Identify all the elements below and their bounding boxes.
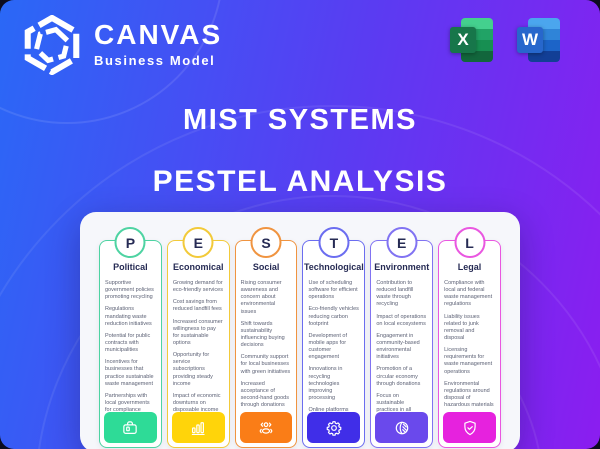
- word-icon-row: [528, 18, 560, 29]
- briefcase-icon: [123, 420, 138, 434]
- column-item: Use of scheduling software for efficient…: [308, 280, 358, 301]
- column-icon-box: [104, 412, 157, 443]
- column-letter: E: [193, 234, 203, 251]
- column-letter: L: [465, 234, 474, 251]
- column-items: Rising consumer awareness and concern ab…: [236, 272, 297, 412]
- excel-icon-row: [461, 18, 493, 29]
- column-letter-badge: L: [454, 227, 486, 258]
- word-icon-row: [528, 51, 560, 62]
- column-item: Impact of economic downturns on disposab…: [172, 392, 221, 412]
- column-item: Online platforms facilitating easy booki…: [308, 407, 349, 412]
- column-item: Increased consumer willingness to pay fo…: [172, 318, 223, 346]
- leaf-icon: [395, 421, 409, 434]
- excel-icon-front: X: [450, 27, 476, 53]
- column-item: Environmental regulations around disposa…: [444, 380, 494, 409]
- pestel-column-technological: T Technological Use of scheduling softwa…: [302, 227, 366, 448]
- word-icon-sheet: [528, 18, 560, 62]
- column-title: Technological: [303, 262, 364, 272]
- word-icon-row: [528, 29, 560, 40]
- column-letter-badge: P: [114, 227, 146, 258]
- excel-icon-sheet: [461, 18, 493, 62]
- column-item: Contribution to reduced landfill waste t…: [376, 280, 414, 308]
- column-icon-box: [443, 412, 496, 443]
- column-title: Environment: [374, 262, 430, 272]
- word-icon[interactable]: W: [517, 18, 560, 62]
- pestel-card: P Political Supportive government polici…: [80, 212, 520, 449]
- excel-icon-row: [461, 51, 493, 62]
- pestel-column-legal: L Legal Compliance with local and federa…: [438, 227, 501, 448]
- column-item: Partnerships with local governments for …: [105, 392, 150, 412]
- shield-check-icon: [463, 420, 476, 435]
- column-item: Cost savings from reduced landfill fees: [172, 299, 222, 313]
- column-items: Use of scheduling software for efficient…: [303, 272, 364, 412]
- canvas-logo-icon: [24, 14, 80, 76]
- column-item: Opportunity for service subscriptions pr…: [172, 352, 213, 387]
- column-item: Eco-friendly vehicles reducing carbon fo…: [308, 306, 359, 327]
- people-icon: [259, 421, 273, 434]
- column-icon-box: [375, 412, 429, 443]
- column-title: Economical: [172, 262, 224, 272]
- excel-icon-row: [461, 40, 493, 51]
- excel-icon[interactable]: X: [450, 18, 493, 62]
- brand-block: CANVAS Business Model: [94, 19, 223, 69]
- column-letter-badge: T: [318, 227, 350, 258]
- column-item: Impact of operations on local ecosystems: [376, 313, 427, 327]
- analysis-title: PESTEL ANALYSIS: [152, 165, 448, 198]
- column-item: Development of mobile apps for customer …: [308, 332, 348, 361]
- column-item: Supportive government policies promoting…: [105, 280, 154, 301]
- column-icon-box: [239, 412, 293, 443]
- column-item: Liability issues related to junk removal…: [444, 313, 480, 341]
- column-letter-badge: E: [386, 227, 418, 258]
- column-item: Increased acceptance of second-hand good…: [240, 380, 289, 409]
- pestel-column-political: P Political Supportive government polici…: [99, 227, 162, 448]
- column-letter-badge: E: [182, 227, 214, 258]
- column-item: Growing demand for eco-friendly services: [172, 280, 223, 294]
- word-icon-front: W: [517, 27, 543, 53]
- column-item: Compliance with local and federal waste …: [444, 280, 493, 308]
- column-item: Innovations in recycling technologies im…: [308, 366, 343, 401]
- column-letter: P: [125, 234, 136, 251]
- excel-icon-row: [461, 29, 493, 40]
- excel-letter: X: [457, 30, 469, 49]
- column-item: Incentives for businesses that practice …: [105, 359, 154, 387]
- pestel-column-economical: E Economical Growing demand for eco-frie…: [166, 227, 230, 448]
- column-item: Focus on sustainable practices in all as…: [376, 392, 412, 412]
- word-icon-row: [528, 40, 560, 51]
- column-title: Social: [252, 262, 280, 272]
- bar-chart-icon: [192, 421, 205, 435]
- gear-icon: [326, 420, 342, 436]
- company-title: MIST SYSTEMS: [183, 104, 417, 136]
- column-title: Political: [113, 262, 148, 272]
- column-icon-box: [171, 412, 225, 443]
- column-item: Licensing requirements for waste managem…: [444, 347, 493, 375]
- pestel-column-environment: E Environment Contribution to reduced la…: [370, 227, 434, 448]
- word-letter: W: [521, 30, 539, 49]
- column-icon-box: [307, 412, 361, 443]
- column-items: Supportive government policies promoting…: [100, 272, 161, 412]
- column-title: Legal: [457, 262, 482, 272]
- column-item: Rising consumer awareness and concern ab…: [240, 280, 282, 315]
- column-item: Engagement in community-based environmen…: [376, 332, 420, 361]
- column-letter: T: [329, 234, 339, 251]
- brand-name: CANVAS: [94, 19, 223, 50]
- column-items: Growing demand for eco-friendly services…: [168, 272, 229, 412]
- column-item: Regulations mandating waste reduction in…: [105, 306, 152, 327]
- column-letter-badge: S: [250, 227, 282, 258]
- column-items: Contribution to reduced landfill waste t…: [371, 272, 432, 412]
- column-letter: S: [261, 234, 271, 251]
- column-letter: E: [397, 234, 407, 251]
- column-items: Compliance with local and federal waste …: [439, 272, 500, 412]
- column-item: Promotion of a circular economy through …: [376, 366, 421, 387]
- column-item: Potential for public contracts with muni…: [105, 332, 151, 354]
- bg-circle: [0, 105, 600, 449]
- pestel-column-social: S Social Rising consumer awareness and c…: [234, 227, 298, 448]
- column-item: Community support for local businesses w…: [240, 354, 291, 375]
- brand-tagline: Business Model: [94, 53, 216, 68]
- column-item: Shift towards sustainability influencing…: [240, 320, 285, 349]
